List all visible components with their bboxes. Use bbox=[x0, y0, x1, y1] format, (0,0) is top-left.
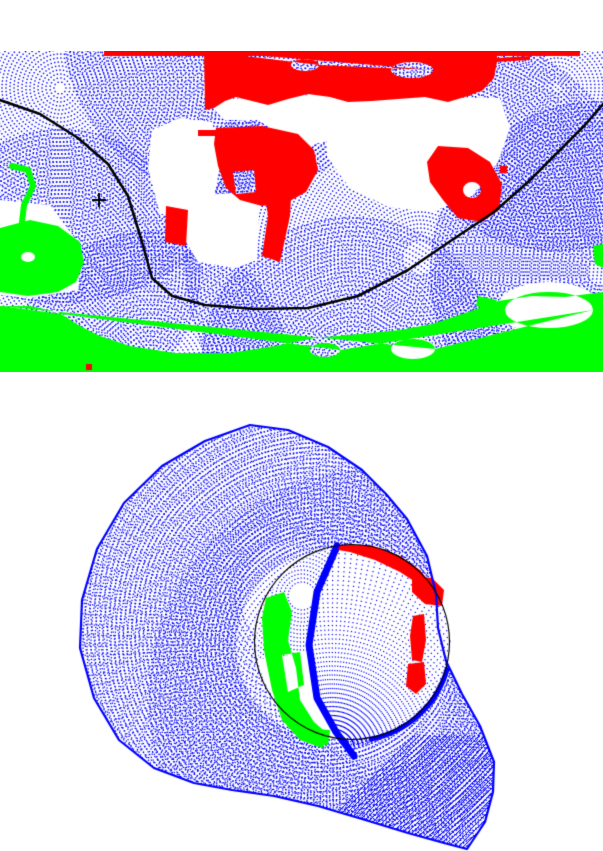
flow-map-canvas bbox=[0, 51, 603, 372]
flow-map-panel bbox=[0, 51, 603, 372]
torus-canvas bbox=[0, 420, 603, 851]
torus-projection-panel bbox=[0, 420, 603, 851]
